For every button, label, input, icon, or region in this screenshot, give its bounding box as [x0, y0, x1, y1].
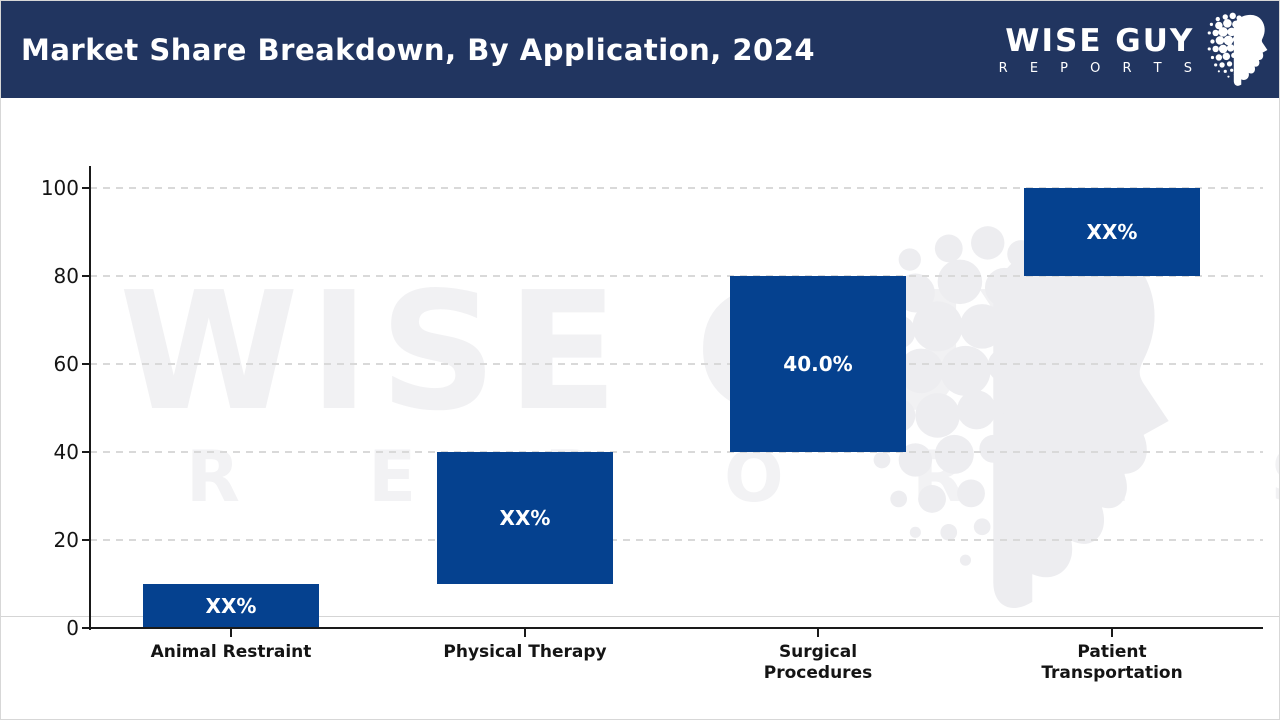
- y-axis-label: 20: [53, 528, 79, 552]
- header: Market Share Breakdown, By Application, …: [1, 1, 1279, 98]
- bar: XX%: [1024, 188, 1200, 276]
- chart: WISE GUY R E P O R T S 0 20 40 60 80 100 XX% An…: [1, 98, 1279, 714]
- y-axis-label: 60: [53, 352, 79, 376]
- y-axis-tick: [82, 539, 90, 541]
- bar-value-label: XX%: [1086, 220, 1138, 244]
- brand-logo-text: WISE GUY R E P O R T S: [999, 24, 1201, 76]
- y-axis-tick: [82, 275, 90, 277]
- y-axis-tick: [82, 627, 90, 629]
- x-axis-label: Animal Restraint: [150, 642, 312, 662]
- brand-logo: WISE GUY R E P O R T S: [999, 12, 1279, 88]
- x-axis-tick: [524, 629, 526, 637]
- x-axis-tick: [230, 629, 232, 637]
- gridline: [90, 275, 1263, 277]
- y-axis-tick: [82, 187, 90, 189]
- x-axis-tick: [1111, 629, 1113, 637]
- bar-value-label: 40.0%: [783, 352, 853, 376]
- gridline: [90, 187, 1263, 189]
- y-axis-label: 80: [53, 264, 79, 288]
- bar: 40.0%: [730, 276, 906, 452]
- bar-value-label: XX%: [205, 594, 257, 618]
- gridline: [90, 451, 1263, 453]
- x-axis-label: Surgical Procedures: [763, 642, 873, 683]
- x-axis-line: [89, 627, 1263, 629]
- x-axis-label: Physical Therapy: [443, 642, 607, 662]
- page-title: Market Share Breakdown, By Application, …: [21, 32, 816, 67]
- brand-name: WISE GUY: [1005, 22, 1195, 59]
- gridline: [90, 539, 1263, 541]
- brand-dot-head-icon: [1205, 12, 1269, 88]
- brand-subtitle: R E P O R T S: [998, 60, 1201, 76]
- y-axis-tick: [82, 451, 90, 453]
- bar-value-label: XX%: [499, 506, 551, 530]
- x-axis-label: Patient Transportation: [1041, 642, 1183, 683]
- bottom-divider: [1, 616, 1279, 617]
- y-axis-line: [89, 166, 91, 630]
- bar: XX%: [437, 452, 613, 584]
- y-axis-tick: [82, 363, 90, 365]
- x-axis-tick: [817, 629, 819, 637]
- y-axis-label: 0: [66, 616, 79, 640]
- gridline: [90, 363, 1263, 365]
- y-axis-label: 40: [53, 440, 79, 464]
- y-axis-label: 100: [40, 176, 79, 200]
- bar: XX%: [143, 584, 319, 628]
- watermark-text: WISE GUY: [119, 258, 1110, 447]
